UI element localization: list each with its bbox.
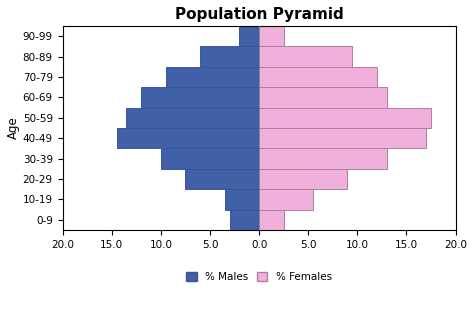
Bar <box>259 87 387 108</box>
Y-axis label: Age: Age <box>7 117 20 139</box>
Title: Population Pyramid: Population Pyramid <box>175 7 344 22</box>
Legend: % Males, % Females: % Males, % Females <box>182 268 336 286</box>
Bar <box>185 169 259 189</box>
Bar <box>259 108 431 128</box>
Bar <box>117 128 259 148</box>
Bar <box>229 210 259 230</box>
Bar <box>225 189 259 210</box>
Bar <box>239 26 259 46</box>
Bar <box>259 128 426 148</box>
Bar <box>127 108 259 128</box>
Bar <box>141 87 259 108</box>
Bar <box>259 26 283 46</box>
Bar <box>259 67 377 87</box>
Bar <box>259 210 283 230</box>
Bar <box>259 189 313 210</box>
Bar <box>166 67 259 87</box>
Bar <box>259 169 347 189</box>
Bar <box>259 46 352 67</box>
Bar <box>259 148 387 169</box>
Bar <box>161 148 259 169</box>
Bar <box>200 46 259 67</box>
